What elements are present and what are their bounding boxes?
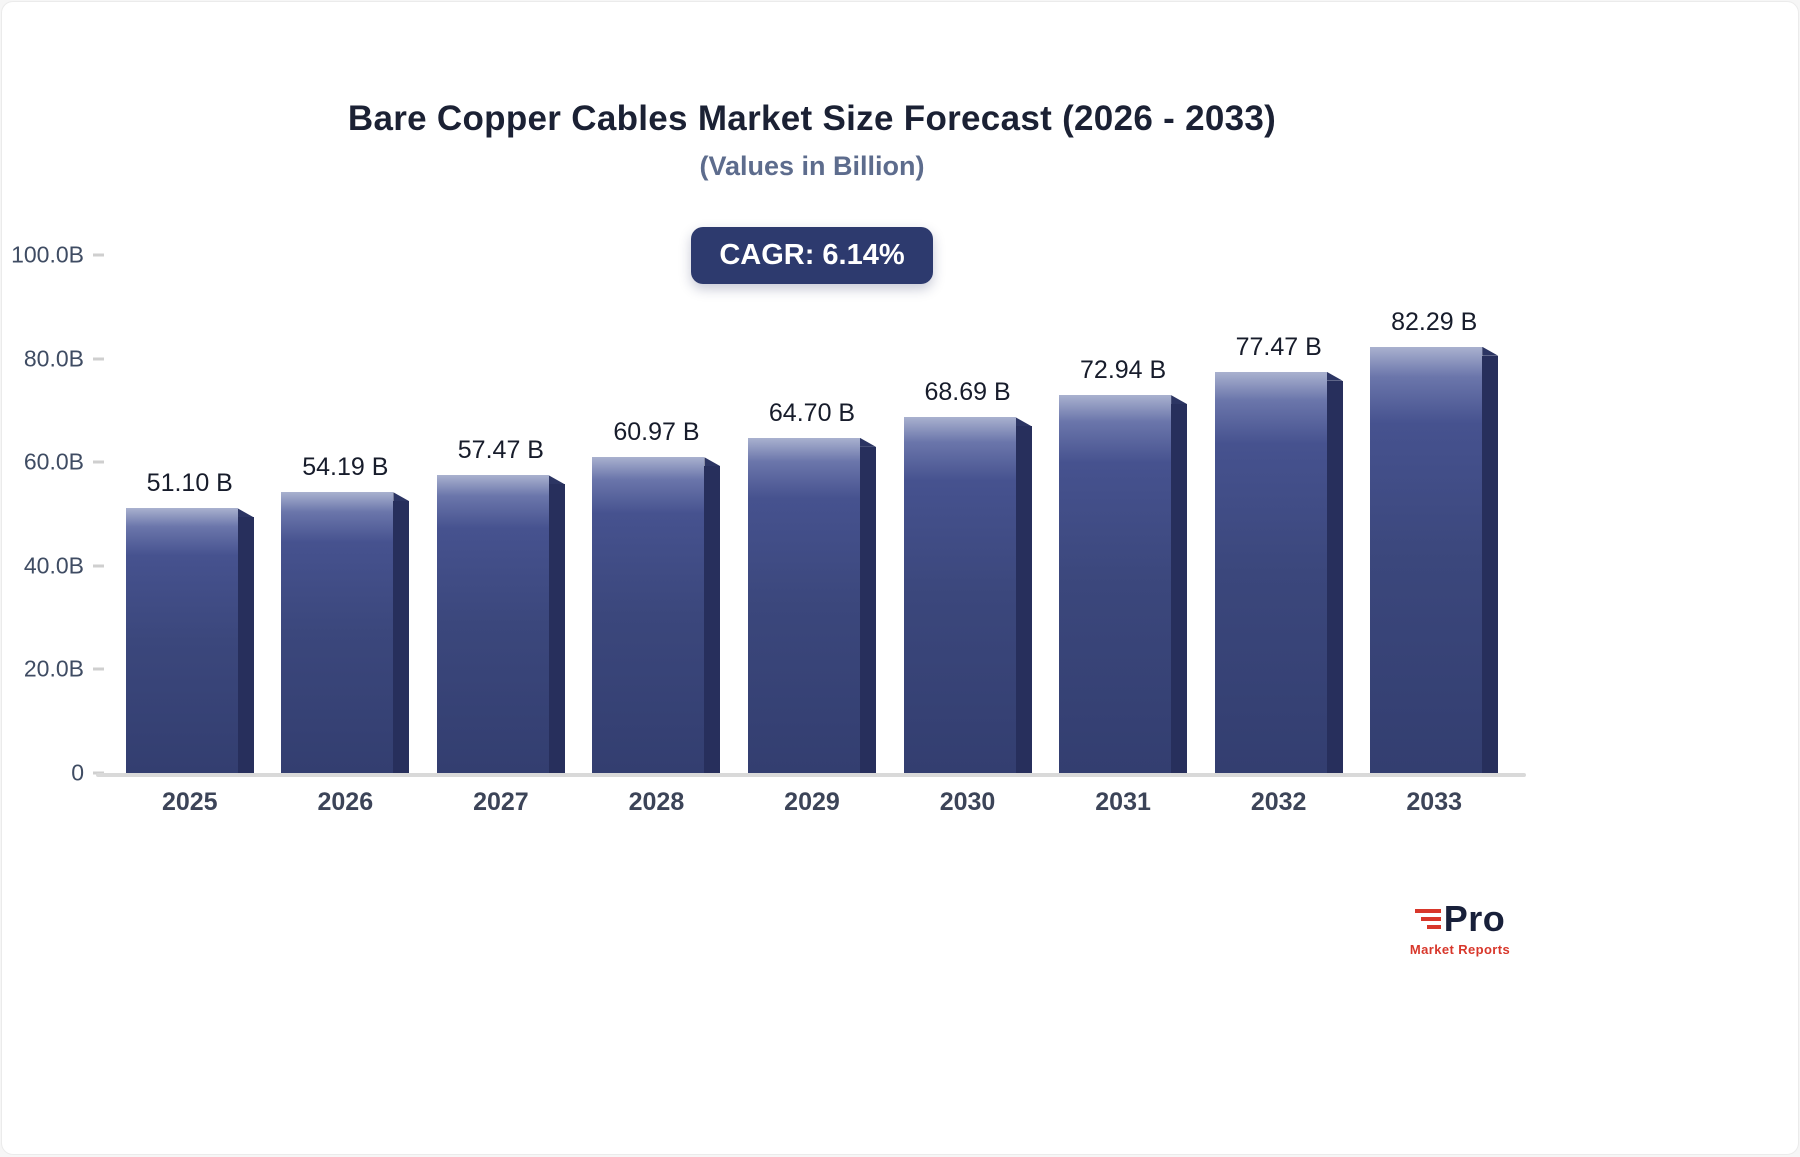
y-axis-tick-mark (93, 253, 104, 257)
x-axis-label-2027: 2027 (473, 788, 529, 816)
bar-value-label: 51.10 B (146, 469, 233, 498)
y-axis-tick-label: 100.0B (11, 241, 84, 268)
bar-value-label: 54.19 B (302, 453, 389, 482)
y-axis-tick-label: 40.0B (23, 552, 84, 579)
logo-subtext: Market Reports (1409, 942, 1511, 957)
y-axis-tick-mark (93, 564, 104, 568)
chart-subtitle: (Values in Billion) (699, 151, 925, 181)
bar-value-label: 72.94 B (1080, 356, 1167, 385)
bar-front-face (125, 508, 238, 773)
bar-value-label: 68.69 B (924, 378, 1011, 407)
bar-top-face (237, 508, 254, 518)
bar-top-face (860, 437, 876, 447)
bar-top-face (548, 475, 565, 485)
plot-area: 51.10 B 54.19 B 57.47 B 60.97 B 64.70 B 68.69… (96, 255, 1526, 777)
bar-top-face (704, 457, 721, 467)
bar-2029: 64.70 B (748, 399, 876, 773)
y-axis-tick-mark (93, 460, 104, 464)
x-axis-label-2026: 2026 (317, 788, 374, 816)
bar-front-face (281, 492, 394, 773)
cagr-badge-row: CAGR: 6.14% (112, 227, 1512, 284)
bar-side-face (237, 517, 254, 773)
bar-top-face (1482, 346, 1499, 356)
bar-side-face (1326, 380, 1343, 773)
bar-front-face (592, 457, 705, 773)
bar-value-label: 82.29 B (1391, 307, 1478, 336)
x-axis-label-2032: 2032 (1250, 788, 1307, 816)
x-axis-line (96, 773, 1526, 777)
bar-side-face (1171, 404, 1188, 773)
bar-side-face (860, 446, 876, 773)
x-axis-label-2033: 2033 (1406, 788, 1463, 816)
bar-2030: 68.69 B (903, 378, 1032, 773)
bar-side-face (704, 466, 721, 773)
bar-2032: 77.47 B (1214, 333, 1343, 773)
bar-2028: 60.97 B (592, 418, 721, 773)
y-axis-tick: 20.0B (24, 656, 104, 683)
bar-2033: 82.29 B (1370, 308, 1499, 773)
bar-side-face (393, 501, 410, 773)
cagr-badge: CAGR: 6.14% (691, 227, 933, 284)
logo-lines-icon (1414, 909, 1441, 929)
bar-top-face (1326, 371, 1343, 381)
x-axis-label-2028: 2028 (628, 788, 685, 816)
logo-name: Pro (1443, 898, 1506, 939)
x-axis-label-2031: 2031 (1095, 788, 1151, 816)
y-axis-tick: 100.0B (11, 242, 104, 269)
bar-side-face (1482, 355, 1499, 773)
bar-side-face (1015, 426, 1032, 773)
y-axis: 100.0B 80.0B 60.0B 40.0B 20.0B 0 (2, 242, 104, 786)
y-axis-tick-label: 0 (71, 759, 84, 786)
y-axis-tick-label: 80.0B (23, 345, 84, 372)
y-axis-tick-label: 20.0B (23, 655, 84, 682)
bar-front-face (436, 475, 549, 773)
chart-title: Bare Copper Cables Market Size Forecast … (347, 99, 1277, 138)
y-axis-tick-mark (93, 357, 104, 361)
bar-value-label: 60.97 B (613, 418, 700, 447)
bar-2027: 57.47 B (436, 436, 565, 773)
bar-2025: 51.10 B (125, 469, 254, 773)
bar-value-label: 77.47 B (1235, 332, 1322, 361)
bar-front-face (903, 417, 1016, 773)
bar-top-face (1171, 395, 1188, 405)
bar-value-label: 57.47 B (457, 436, 544, 465)
y-axis-tick: 60.0B (24, 449, 104, 476)
bar-side-face (548, 484, 565, 773)
y-axis-tick-mark (93, 667, 104, 671)
x-axis-label-2030: 2030 (939, 788, 996, 816)
bar-top-face (1015, 417, 1032, 427)
bar-front-face (1059, 395, 1172, 773)
bar-front-face (1370, 346, 1483, 773)
x-axis-label-2025: 2025 (161, 788, 218, 816)
bar-2031: 72.94 B (1059, 356, 1188, 773)
x-axis: 2025 2026 2027 2028 2029 2030 2031 2032 2033 (112, 788, 1512, 824)
logo-row: Pro (1400, 898, 1520, 940)
bar-top-face (393, 492, 410, 502)
y-axis-tick: 80.0B (24, 345, 104, 372)
y-axis-tick: 40.0B (24, 552, 104, 579)
bar-2026: 54.19 B (281, 453, 410, 773)
bar-front-face (1214, 371, 1327, 773)
x-axis-label-2029: 2029 (784, 788, 840, 816)
y-axis-tick-label: 60.0B (23, 448, 84, 475)
bar-value-label: 64.70 B (768, 398, 856, 427)
logo: Pro Market Reports (1400, 898, 1520, 957)
bar-front-face (748, 437, 860, 773)
